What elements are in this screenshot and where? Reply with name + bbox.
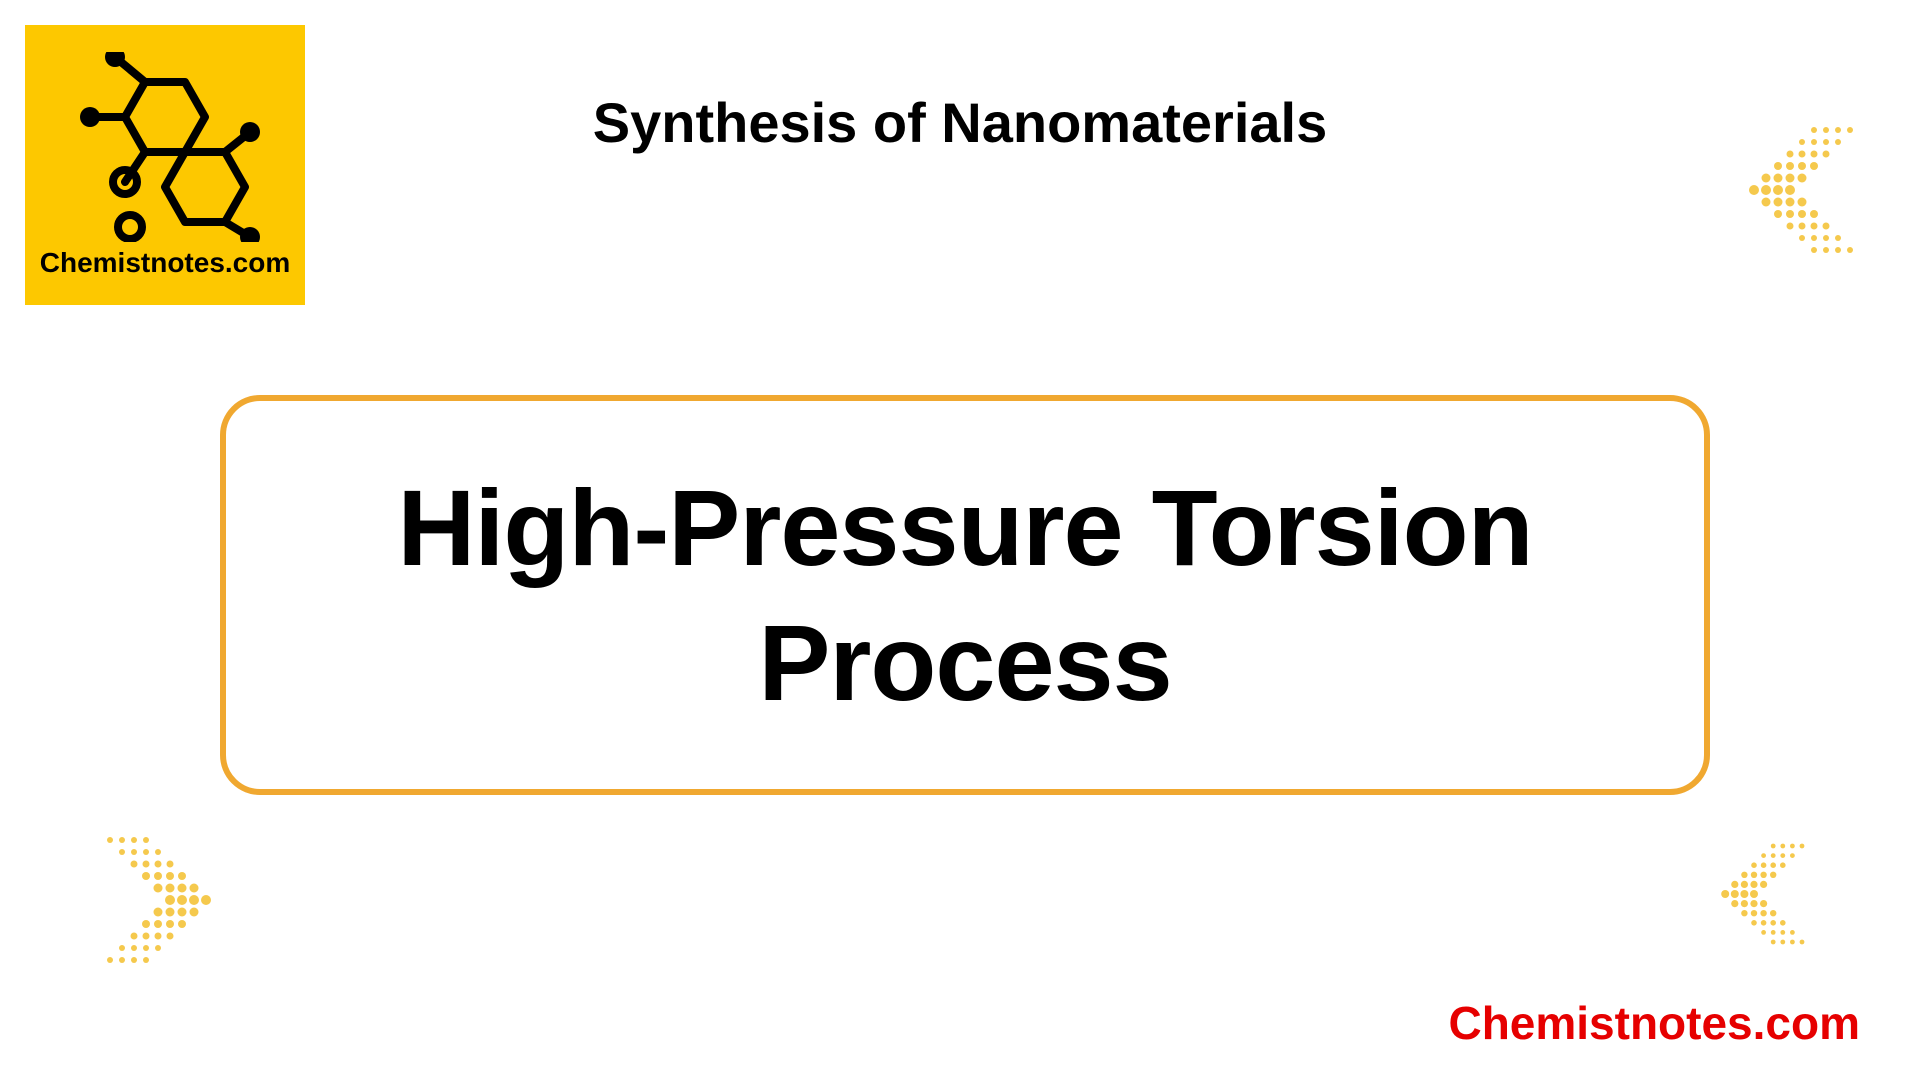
main-title-box: High-Pressure Torsion Process — [220, 395, 1710, 795]
decorative-chevron-bottom-right — [1690, 830, 1810, 950]
logo-container: Chemistnotes.com — [25, 25, 305, 305]
decorative-chevron-top-right — [1710, 110, 1860, 260]
page-subtitle: Synthesis of Nanomaterials — [593, 90, 1327, 155]
decorative-chevron-bottom-left — [100, 830, 250, 980]
watermark-text: Chemistnotes.com — [1448, 996, 1860, 1050]
logo-text: Chemistnotes.com — [40, 247, 291, 279]
molecule-icon — [55, 52, 275, 242]
main-title: High-Pressure Torsion Process — [246, 460, 1684, 730]
